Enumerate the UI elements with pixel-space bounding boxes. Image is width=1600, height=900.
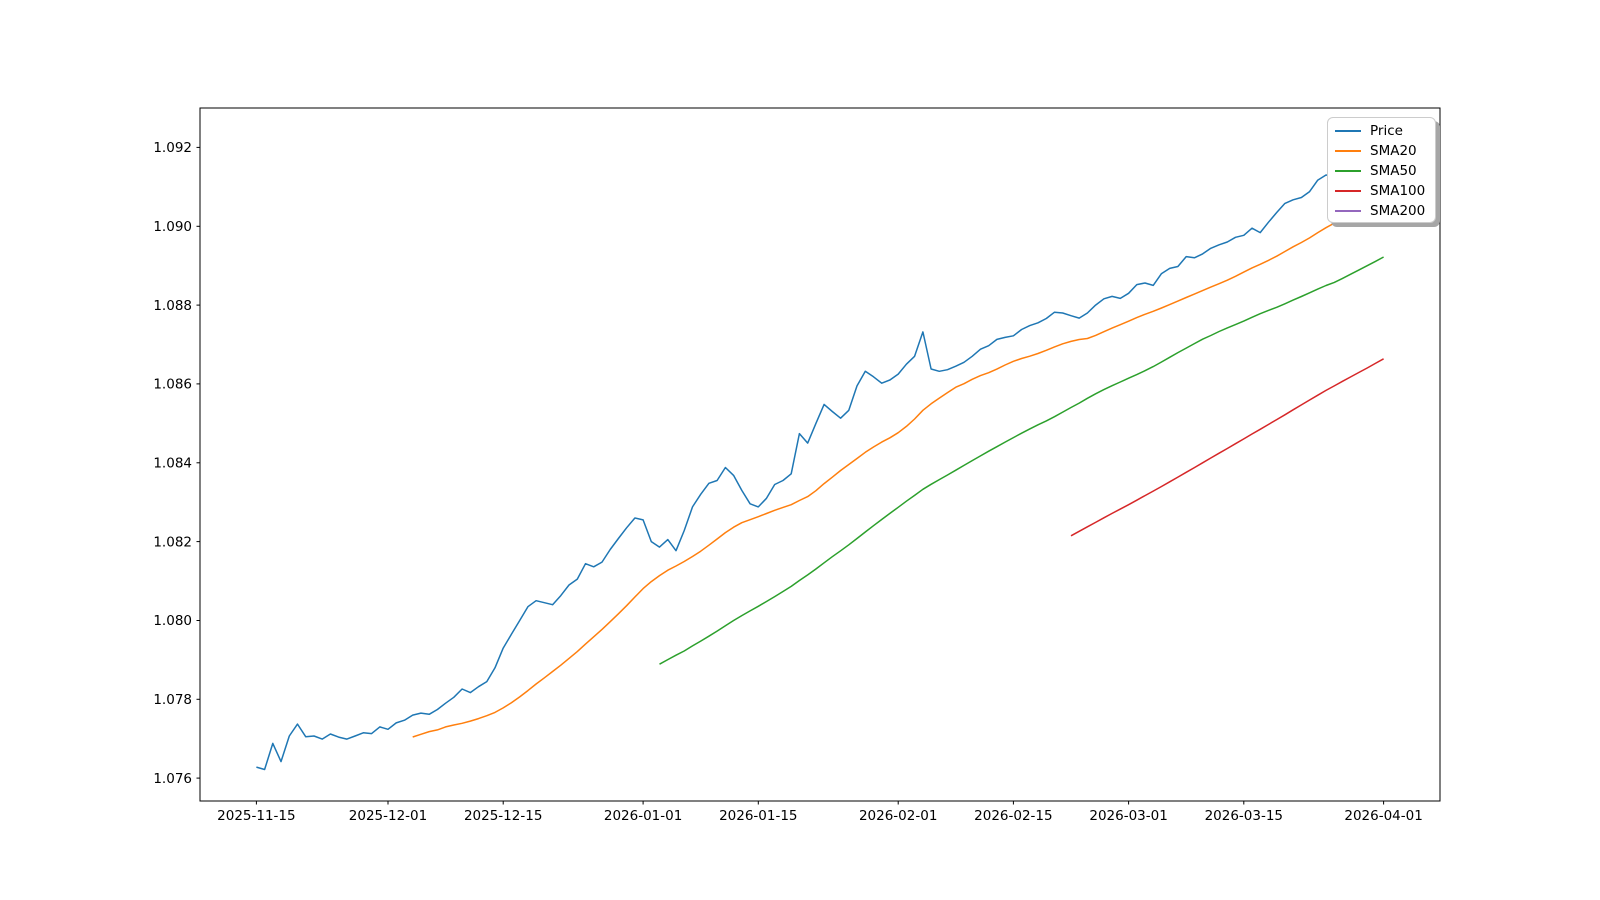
y-tick-label: 1.080 <box>153 613 192 629</box>
sma50-line <box>659 256 1384 665</box>
x-tick-label: 2025-12-01 <box>349 808 427 824</box>
x-tick-label: 2026-03-01 <box>1089 808 1167 824</box>
legend-item-sma100: SMA100 <box>1335 181 1428 201</box>
x-tick-label: 2026-01-15 <box>719 808 797 824</box>
legend-label-sma20: SMA20 <box>1370 143 1417 159</box>
legend-swatch-sma50 <box>1335 170 1361 172</box>
legend: Price SMA20 SMA50 SMA100 SMA200 <box>1327 117 1436 223</box>
y-tick-label: 1.084 <box>153 456 192 472</box>
price-line <box>256 138 1385 771</box>
legend-item-price: Price <box>1335 121 1428 141</box>
legend-label-sma50: SMA50 <box>1370 163 1417 179</box>
legend-item-sma200: SMA200 <box>1335 201 1428 221</box>
y-tick-label: 1.090 <box>153 219 192 235</box>
x-tick-label: 2026-02-01 <box>859 808 937 824</box>
x-tick-label: 2026-02-15 <box>974 808 1052 824</box>
x-tick-label: 2026-01-01 <box>604 808 682 824</box>
sma20-line <box>412 192 1385 738</box>
legend-swatch-sma200 <box>1335 210 1361 212</box>
x-tick-label: 2025-12-15 <box>464 808 542 824</box>
plot-border <box>199 107 1441 802</box>
legend-swatch-sma20 <box>1335 150 1361 152</box>
y-tick-label: 1.088 <box>153 298 192 314</box>
x-tick-label: 2025-11-15 <box>217 808 295 824</box>
x-tick-label: 2026-04-01 <box>1344 808 1422 824</box>
y-tick-label: 1.078 <box>153 692 192 708</box>
y-tick-label: 1.092 <box>153 140 192 156</box>
legend-label-sma200: SMA200 <box>1370 203 1426 219</box>
x-tick-label: 2026-03-15 <box>1205 808 1283 824</box>
y-tick-label: 1.076 <box>153 771 192 787</box>
legend-item-sma50: SMA50 <box>1335 161 1428 181</box>
legend-label-price: Price <box>1370 123 1403 139</box>
legend-label-sma100: SMA100 <box>1370 183 1426 199</box>
y-tick-label: 1.086 <box>153 377 192 393</box>
legend-swatch-price <box>1335 130 1361 132</box>
sma100-line <box>1070 358 1384 537</box>
legend-swatch-sma100 <box>1335 190 1361 192</box>
y-tick-label: 1.082 <box>153 534 192 550</box>
legend-item-sma20: SMA20 <box>1335 141 1428 161</box>
